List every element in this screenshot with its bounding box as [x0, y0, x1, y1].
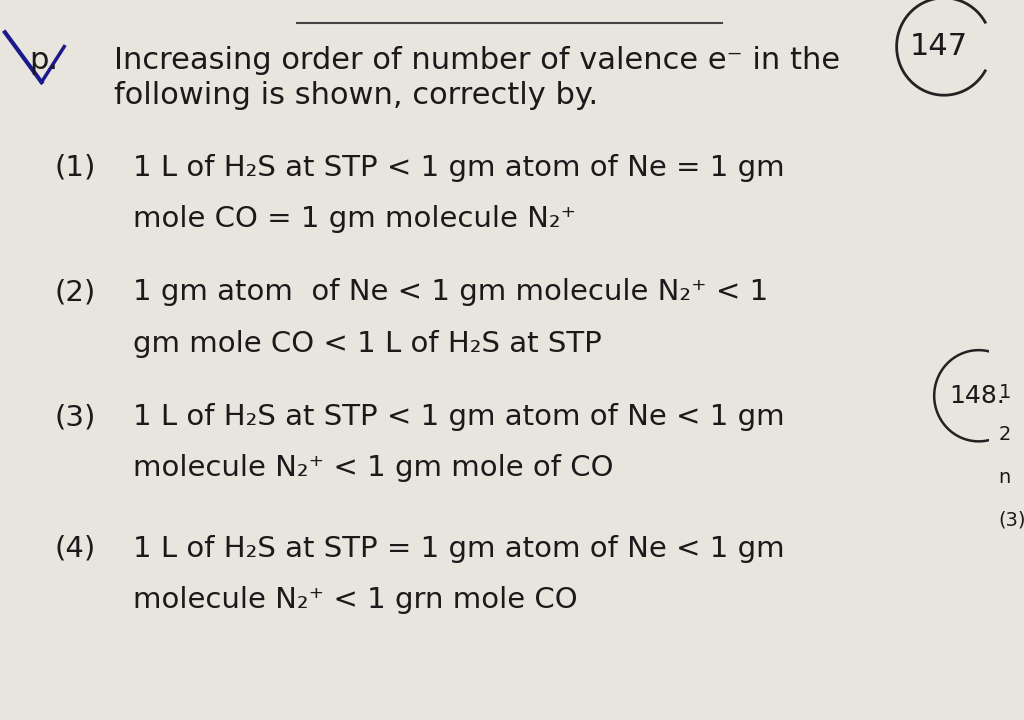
Text: mole CO = 1 gm molecule N₂⁺: mole CO = 1 gm molecule N₂⁺	[133, 205, 577, 233]
Text: 2: 2	[998, 426, 1011, 444]
Text: 147: 147	[910, 32, 969, 61]
Text: 1 L of H₂S at STP = 1 gm atom of Ne < 1 gm: 1 L of H₂S at STP = 1 gm atom of Ne < 1 …	[133, 535, 785, 563]
Text: (4): (4)	[54, 535, 95, 563]
Text: 148.: 148.	[949, 384, 1005, 408]
Text: (3): (3)	[998, 511, 1024, 530]
Text: 1: 1	[998, 383, 1011, 402]
Text: (2): (2)	[54, 279, 95, 307]
Text: p.: p.	[30, 46, 58, 76]
Text: 1 gm atom  of Ne < 1 gm molecule N₂⁺ < 1: 1 gm atom of Ne < 1 gm molecule N₂⁺ < 1	[133, 279, 769, 307]
Text: following is shown, correctly by.: following is shown, correctly by.	[114, 81, 598, 110]
Text: (1): (1)	[54, 153, 96, 181]
Text: Increasing order of number of valence e⁻ in the: Increasing order of number of valence e⁻…	[114, 46, 840, 76]
Text: 1 L of H₂S at STP < 1 gm atom of Ne = 1 gm: 1 L of H₂S at STP < 1 gm atom of Ne = 1 …	[133, 153, 785, 181]
Text: gm mole CO < 1 L of H₂S at STP: gm mole CO < 1 L of H₂S at STP	[133, 330, 602, 358]
Text: (3): (3)	[54, 403, 96, 431]
Text: 1 L of H₂S at STP < 1 gm atom of Ne < 1 gm: 1 L of H₂S at STP < 1 gm atom of Ne < 1 …	[133, 403, 785, 431]
Text: molecule N₂⁺ < 1 gm mole of CO: molecule N₂⁺ < 1 gm mole of CO	[133, 454, 614, 482]
Text: n: n	[998, 468, 1011, 487]
Text: molecule N₂⁺ < 1 grn mole CO: molecule N₂⁺ < 1 grn mole CO	[133, 586, 579, 614]
